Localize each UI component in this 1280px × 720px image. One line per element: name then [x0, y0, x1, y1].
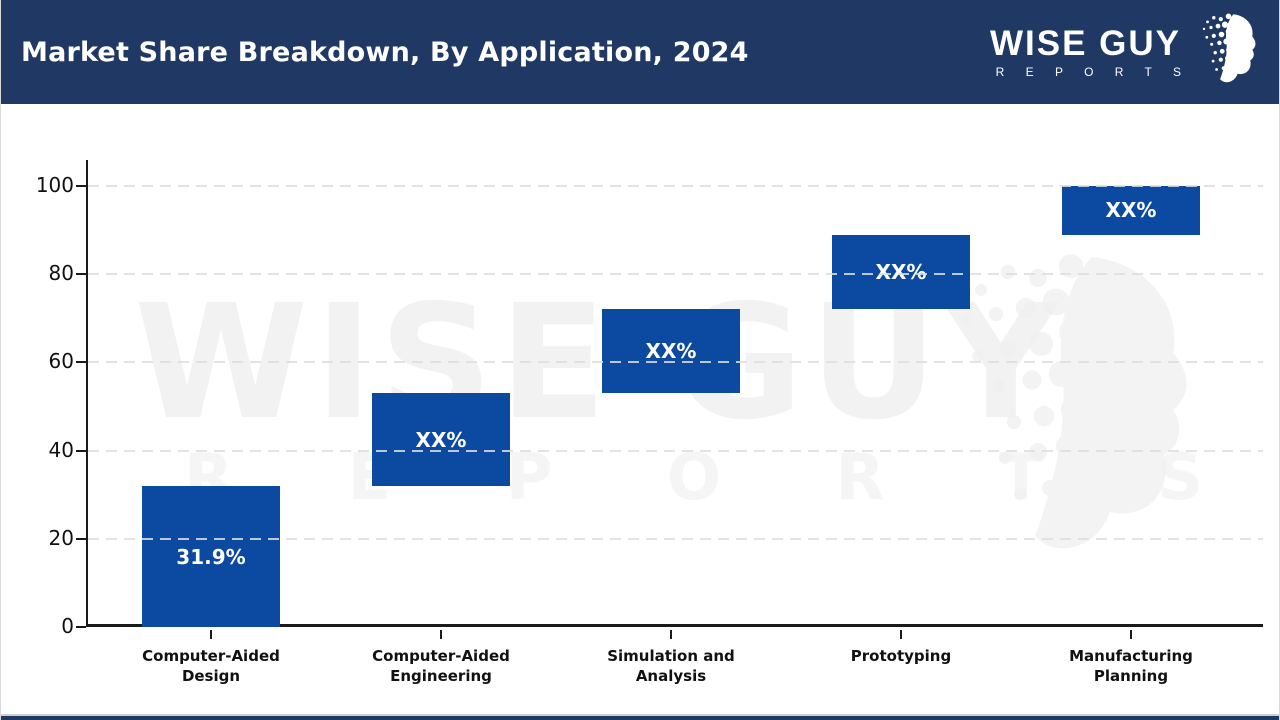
x-axis-tick [1130, 630, 1132, 639]
x-tick-label: Computer-Aided Design [91, 646, 331, 686]
y-axis-tick [76, 273, 86, 276]
bar-value-label: 31.9% [176, 544, 246, 569]
y-axis-tick [76, 449, 86, 452]
y-tick-label: 60 [48, 349, 74, 374]
y-axis-tick [76, 185, 86, 187]
logo-name: WISE GUY [989, 23, 1181, 63]
bar-value-label: XX% [1105, 198, 1157, 223]
bar-value-label: XX% [645, 338, 697, 363]
y-tick-label: 0 [61, 614, 74, 638]
y-axis-tick [76, 626, 86, 628]
x-tick-label-line: Computer-Aided [372, 647, 510, 665]
plot-area: 0 20 40 60 80 100 31.9% Computer-Aided Design XX%… [36, 160, 1263, 685]
x-axis-tick [210, 630, 212, 639]
x-tick-label-line: Analysis [635, 667, 707, 685]
footer-bar [1, 714, 1279, 720]
x-tick-label-line: Engineering [390, 667, 492, 685]
x-tick-label-line: Manufacturing [1069, 647, 1193, 665]
x-tick-label-line: Planning [1093, 667, 1169, 685]
wiseguy-logo: WISE GUY R E P O R T S [990, 10, 1261, 94]
x-tick-label-line: Computer-Aided [142, 647, 280, 665]
watermark-head-icon [960, 254, 1187, 549]
bar-2: XX% [372, 392, 510, 487]
x-axis-tick [900, 630, 902, 639]
chart-canvas: WISE GUY R E P O R T S 0 20 40 60 80 100 31.9%… [1, 104, 1279, 714]
y-tick-label: 20 [48, 525, 74, 550]
x-tick-label: Prototyping [781, 646, 1021, 666]
x-tick-label: Computer-Aided Engineering [321, 646, 561, 686]
logo-subtitle: R E P O R T S [995, 64, 1190, 79]
x-tick-label-line: Prototyping [850, 647, 952, 665]
x-tick-label: Manufacturing Planning [1011, 646, 1251, 686]
bar-3: XX% [602, 309, 740, 393]
chart-title: Market Share Breakdown, By Application, … [21, 36, 749, 68]
y-tick-label: 100 [35, 173, 74, 197]
x-tick-label-line: Simulation and [607, 647, 735, 665]
bar-value-label: XX% [875, 259, 927, 284]
x-axis-tick [670, 630, 672, 639]
logo-text: WISE GUY R E P O R T S [990, 26, 1181, 79]
wiseguy-head-icon [1202, 13, 1256, 83]
header-bar: Market Share Breakdown, By Application, … [1, 0, 1279, 104]
bar-4: XX% [832, 234, 970, 310]
grid-line [88, 361, 1263, 364]
x-axis-tick [440, 630, 442, 639]
y-axis-tick [76, 537, 86, 540]
y-axis-tick [76, 361, 86, 364]
x-tick-label-line: Design [181, 667, 241, 685]
x-tick-label: Simulation and Analysis [551, 646, 791, 686]
bar-value-label: XX% [415, 427, 467, 452]
bar-5: XX% [1062, 186, 1200, 235]
bar-1: 31.9% [142, 486, 280, 627]
y-tick-label: 80 [48, 261, 74, 286]
grid-line [88, 273, 1263, 276]
y-tick-label: 40 [48, 437, 74, 462]
grid-line [88, 185, 1263, 187]
grid-line [88, 537, 1263, 540]
grid-line [88, 449, 1263, 452]
